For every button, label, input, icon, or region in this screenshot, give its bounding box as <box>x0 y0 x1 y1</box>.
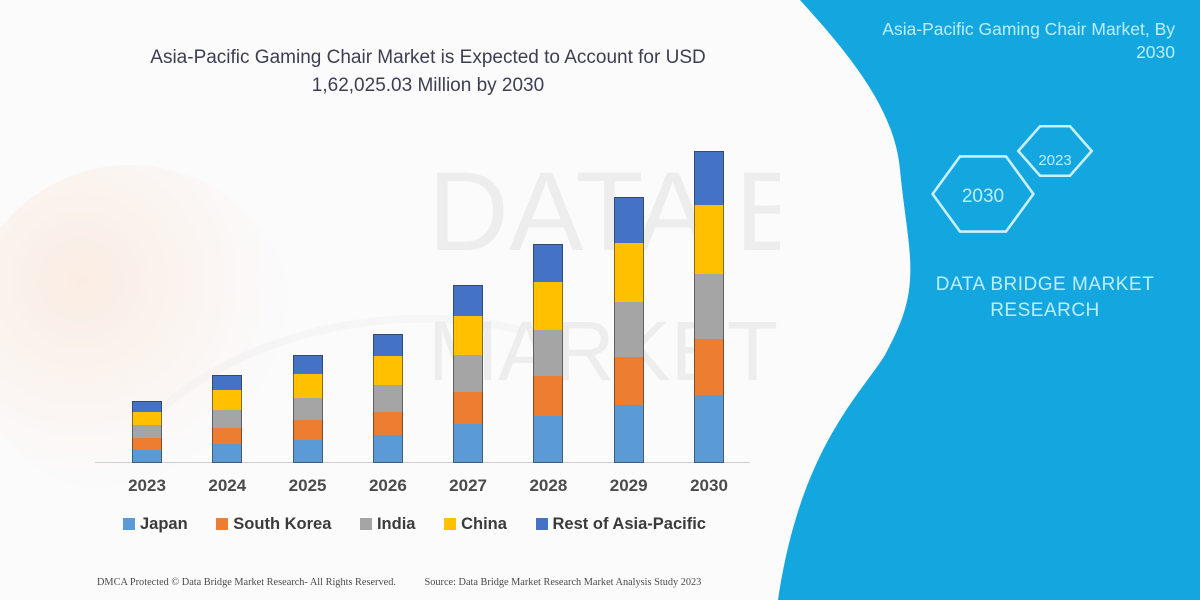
svg-text:2030: 2030 <box>962 186 1004 207</box>
svg-text:2023: 2023 <box>1038 152 1071 169</box>
svg-text:DATA BRIDGE: DATA BRIDGE <box>428 149 780 274</box>
